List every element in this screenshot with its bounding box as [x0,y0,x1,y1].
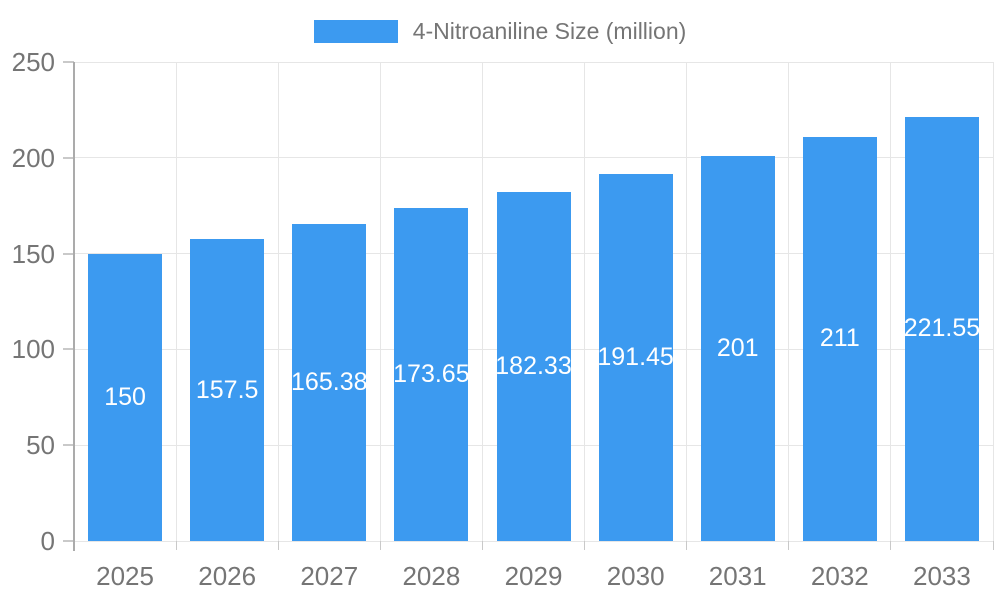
x-axis-tick [788,541,790,550]
bar: 165.38 [291,224,368,541]
v-gridline [890,62,892,541]
x-axis-tick [584,541,586,550]
x-axis-tick [379,541,381,550]
v-gridline [584,62,586,541]
v-gridline [686,62,688,541]
y-axis-tick [63,61,74,63]
bar: 150 [88,253,163,541]
x-tick-label: 2027 [300,561,359,591]
y-tick-label: 50 [26,430,55,461]
y-tick-label: 0 [40,526,55,556]
legend-label[interactable]: 4-Nitroaniline Size (million) [412,17,687,44]
bar-value-label: 165.38 [291,368,368,397]
x-tick-label: 2033 [913,561,971,591]
v-gridline [992,62,994,541]
y-axis-tick [63,348,74,351]
y-tick-label: 250 [11,47,55,77]
bar: 211 [802,136,877,541]
bar: 221.55 [903,116,981,541]
y-tick-label: 200 [11,142,55,173]
h-gridline [74,540,993,542]
h-gridline [74,157,993,159]
x-axis-tick [277,541,279,550]
y-axis-tick [63,540,74,542]
x-axis-tick [175,541,177,550]
x-tick-label: 2026 [198,561,257,591]
x-axis-tick [686,541,688,550]
x-axis-tick [890,541,892,550]
x-axis-tick [481,541,483,550]
bar-value-label: 150 [104,382,146,411]
v-gridline [788,62,790,541]
v-gridline [175,62,177,541]
v-gridline [379,62,381,541]
bar-value-label: 157.5 [195,375,259,404]
bar-value-label: 221.55 [903,314,981,343]
legend[interactable]: 4-Nitroaniline Size (million) [0,16,1000,46]
y-axis-line [73,62,75,551]
x-axis-tick [992,541,994,550]
x-tick-label: 2025 [96,561,154,591]
bar: 201 [700,155,775,541]
bar: 191.45 [597,174,674,541]
v-gridline [481,62,483,541]
x-tick-label: 2029 [504,561,563,591]
y-tick-label: 150 [11,238,55,269]
bar-value-label: 191.45 [597,343,674,372]
legend-swatch[interactable] [313,19,398,43]
y-axis-tick [63,444,74,447]
x-tick-label: 2032 [810,561,869,591]
bar: 182.33 [495,191,572,541]
y-axis-tick [63,156,74,159]
bar: 157.5 [190,239,265,541]
x-tick-label: 2031 [708,561,767,591]
bar: 173.65 [393,208,470,541]
bar-value-label: 182.33 [495,351,572,380]
y-axis-tick [63,252,74,255]
v-gridline [277,62,279,541]
y-tick-label: 100 [11,334,55,365]
bar-value-label: 173.65 [393,360,470,389]
h-gridline [74,61,993,63]
x-tick-label: 2028 [402,561,461,591]
bar-value-label: 211 [819,324,860,353]
plot-area: 0 50 100 150 200 250 150 157.5 165.38 173.65 182.3… [12,49,994,589]
x-tick-label: 2030 [606,561,665,591]
bar-value-label: 201 [716,333,759,362]
